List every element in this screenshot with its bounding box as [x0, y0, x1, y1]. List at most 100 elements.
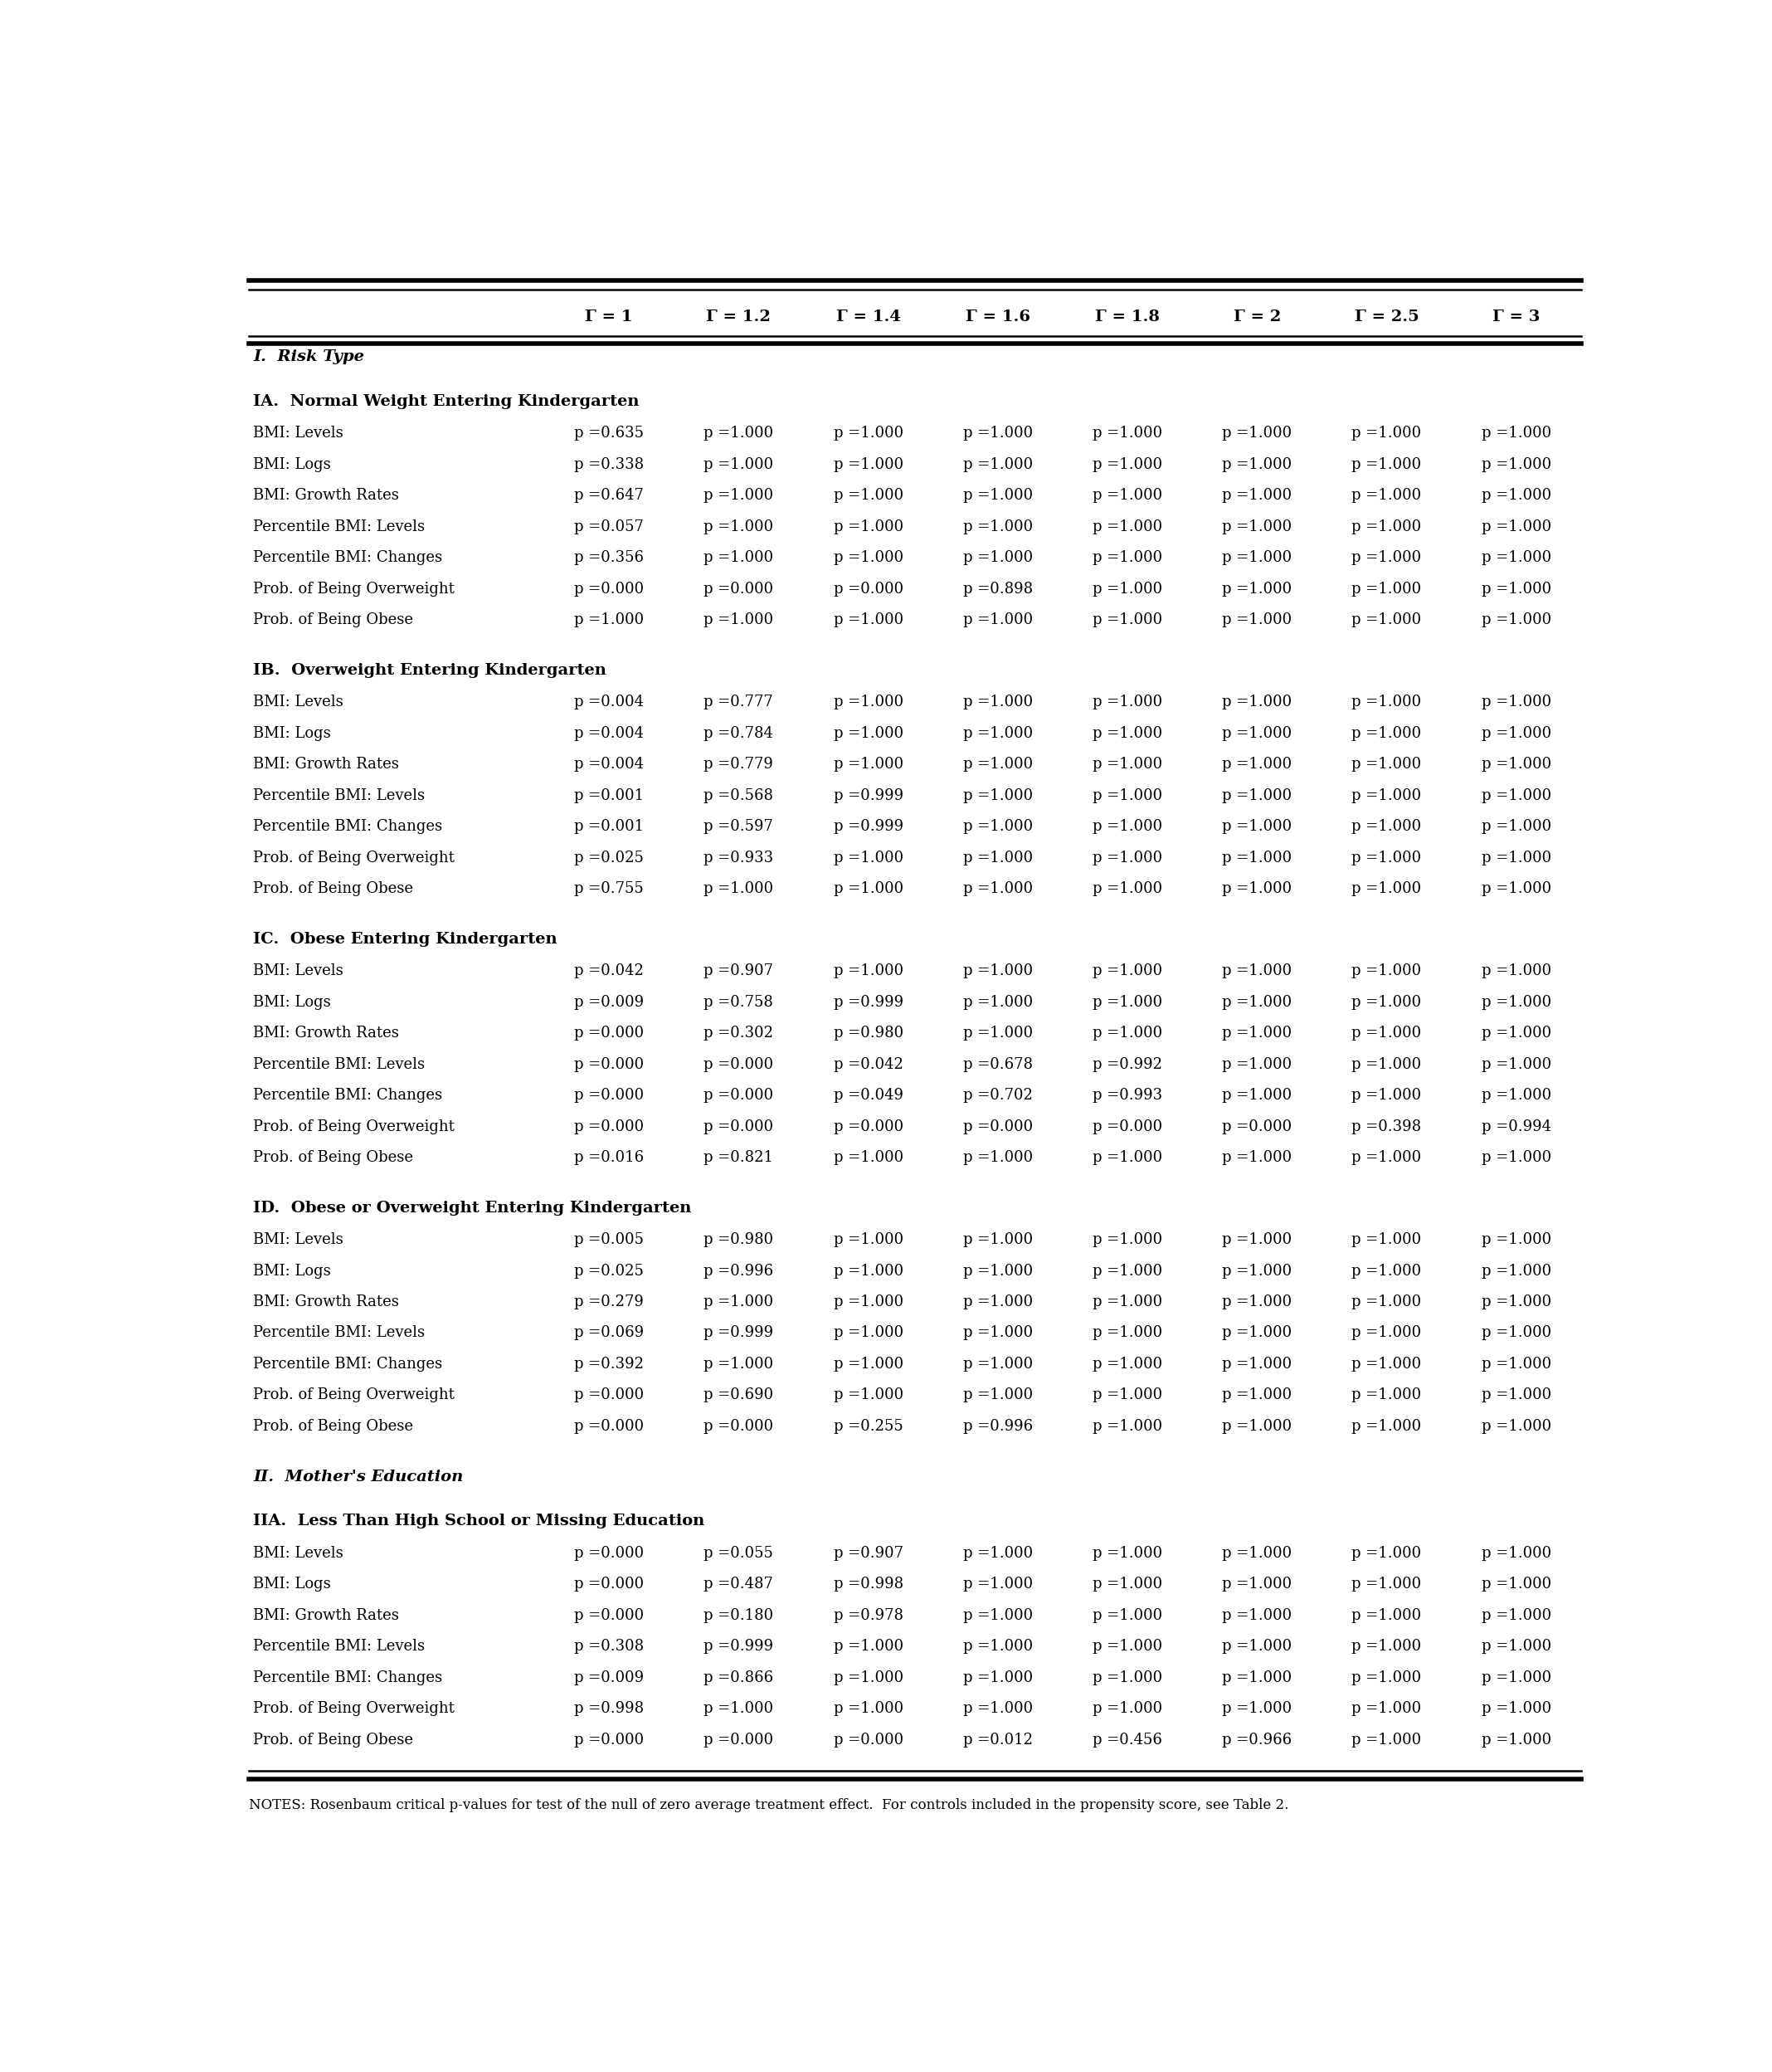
Text: p =1.000: p =1.000 [833, 425, 904, 441]
Text: p =1.000: p =1.000 [1481, 756, 1550, 771]
Text: p =0.049: p =0.049 [833, 1088, 904, 1102]
Text: p =1.000: p =1.000 [962, 613, 1033, 628]
Text: p =0.999: p =0.999 [833, 995, 904, 1009]
Text: p =1.000: p =1.000 [1481, 995, 1550, 1009]
Text: p =0.000: p =0.000 [574, 1546, 643, 1560]
Text: p =1.000: p =1.000 [833, 725, 904, 740]
Text: p =1.000: p =1.000 [962, 1670, 1033, 1685]
Text: p =1.000: p =1.000 [1352, 489, 1421, 503]
Text: BMI: Levels: BMI: Levels [253, 1233, 344, 1247]
Text: NOTES: Rosenbaum critical p-values for test of the null of zero average treatmen: NOTES: Rosenbaum critical p-values for t… [248, 1798, 1288, 1813]
Text: p =0.907: p =0.907 [833, 1546, 904, 1560]
Text: p =1.000: p =1.000 [962, 1150, 1033, 1164]
Text: p =1.000: p =1.000 [1352, 1639, 1421, 1653]
Text: p =1.000: p =1.000 [1352, 756, 1421, 771]
Text: p =1.000: p =1.000 [833, 756, 904, 771]
Text: p =1.000: p =1.000 [962, 995, 1033, 1009]
Text: p =1.000: p =1.000 [1093, 425, 1162, 441]
Text: p =1.000: p =1.000 [962, 1546, 1033, 1560]
Text: p =0.784: p =0.784 [703, 725, 773, 740]
Text: p =0.001: p =0.001 [574, 818, 643, 833]
Text: p =0.702: p =0.702 [962, 1088, 1033, 1102]
Text: p =1.000: p =1.000 [1223, 1608, 1292, 1622]
Text: p =1.000: p =1.000 [962, 1326, 1033, 1341]
Text: Prob. of Being Overweight: Prob. of Being Overweight [253, 850, 455, 866]
Text: p =1.000: p =1.000 [1481, 1264, 1550, 1278]
Text: p =1.000: p =1.000 [703, 520, 774, 535]
Text: p =0.255: p =0.255 [833, 1419, 904, 1434]
Text: p =0.000: p =0.000 [574, 1026, 643, 1040]
Text: IB.  Overweight Entering Kindergarten: IB. Overweight Entering Kindergarten [253, 663, 606, 678]
Text: p =1.000: p =1.000 [1223, 787, 1292, 802]
Text: p =1.000: p =1.000 [833, 1701, 904, 1716]
Text: p =1.000: p =1.000 [1093, 489, 1162, 503]
Text: p =1.000: p =1.000 [703, 1357, 774, 1372]
Text: Percentile BMI: Changes: Percentile BMI: Changes [253, 551, 443, 566]
Text: p =1.000: p =1.000 [962, 818, 1033, 833]
Text: BMI: Levels: BMI: Levels [253, 963, 344, 978]
Text: p =0.907: p =0.907 [703, 963, 773, 978]
Text: Percentile BMI: Levels: Percentile BMI: Levels [253, 1057, 425, 1071]
Text: BMI: Logs: BMI: Logs [253, 1264, 331, 1278]
Text: p =1.000: p =1.000 [1223, 995, 1292, 1009]
Text: p =1.000: p =1.000 [1093, 850, 1162, 866]
Text: p =1.000: p =1.000 [1223, 1150, 1292, 1164]
Text: p =1.000: p =1.000 [1481, 1026, 1550, 1040]
Text: p =0.456: p =0.456 [1093, 1732, 1162, 1747]
Text: p =0.755: p =0.755 [574, 881, 643, 897]
Text: p =1.000: p =1.000 [1093, 582, 1162, 597]
Text: p =0.308: p =0.308 [574, 1639, 643, 1653]
Text: p =1.000: p =1.000 [1223, 551, 1292, 566]
Text: p =1.000: p =1.000 [833, 963, 904, 978]
Text: BMI: Logs: BMI: Logs [253, 725, 331, 740]
Text: Γ = 2.5: Γ = 2.5 [1354, 309, 1419, 323]
Text: p =1.000: p =1.000 [1352, 1670, 1421, 1685]
Text: p =1.000: p =1.000 [833, 551, 904, 566]
Text: p =0.996: p =0.996 [703, 1264, 774, 1278]
Text: p =1.000: p =1.000 [1481, 1357, 1550, 1372]
Text: p =1.000: p =1.000 [1481, 818, 1550, 833]
Text: p =0.000: p =0.000 [574, 1608, 643, 1622]
Text: p =0.000: p =0.000 [574, 1732, 643, 1747]
Text: p =0.392: p =0.392 [574, 1357, 643, 1372]
Text: p =1.000: p =1.000 [1093, 1264, 1162, 1278]
Text: p =1.000: p =1.000 [1352, 1701, 1421, 1716]
Text: p =1.000: p =1.000 [1223, 881, 1292, 897]
Text: p =1.000: p =1.000 [962, 850, 1033, 866]
Text: p =1.000: p =1.000 [703, 456, 774, 472]
Text: p =1.000: p =1.000 [1093, 1419, 1162, 1434]
Text: p =1.000: p =1.000 [962, 1701, 1033, 1716]
Text: p =1.000: p =1.000 [1352, 694, 1421, 709]
Text: p =1.000: p =1.000 [1352, 613, 1421, 628]
Text: p =1.000: p =1.000 [574, 613, 643, 628]
Text: p =1.000: p =1.000 [1093, 1357, 1162, 1372]
Text: p =1.000: p =1.000 [833, 520, 904, 535]
Text: p =1.000: p =1.000 [1223, 1388, 1292, 1403]
Text: p =0.999: p =0.999 [833, 787, 904, 802]
Text: p =0.690: p =0.690 [703, 1388, 774, 1403]
Text: BMI: Growth Rates: BMI: Growth Rates [253, 1026, 399, 1040]
Text: p =0.000: p =0.000 [574, 1388, 643, 1403]
Text: p =0.016: p =0.016 [574, 1150, 643, 1164]
Text: p =1.000: p =1.000 [1093, 1701, 1162, 1716]
Text: p =1.000: p =1.000 [962, 551, 1033, 566]
Text: p =1.000: p =1.000 [1481, 1419, 1550, 1434]
Text: p =1.000: p =1.000 [833, 1326, 904, 1341]
Text: p =1.000: p =1.000 [1352, 1026, 1421, 1040]
Text: p =1.000: p =1.000 [833, 694, 904, 709]
Text: p =0.779: p =0.779 [703, 756, 773, 771]
Text: p =0.000: p =0.000 [1223, 1119, 1292, 1133]
Text: p =0.009: p =0.009 [574, 1670, 643, 1685]
Text: p =0.356: p =0.356 [574, 551, 643, 566]
Text: BMI: Growth Rates: BMI: Growth Rates [253, 1295, 399, 1310]
Text: BMI: Logs: BMI: Logs [253, 456, 331, 472]
Text: p =1.000: p =1.000 [1093, 1546, 1162, 1560]
Text: p =0.001: p =0.001 [574, 787, 643, 802]
Text: p =0.338: p =0.338 [574, 456, 643, 472]
Text: p =1.000: p =1.000 [1093, 1150, 1162, 1164]
Text: Γ = 1.8: Γ = 1.8 [1095, 309, 1159, 323]
Text: p =1.000: p =1.000 [1481, 1608, 1550, 1622]
Text: p =0.057: p =0.057 [574, 520, 643, 535]
Text: p =1.000: p =1.000 [1093, 1608, 1162, 1622]
Text: p =0.000: p =0.000 [703, 1057, 774, 1071]
